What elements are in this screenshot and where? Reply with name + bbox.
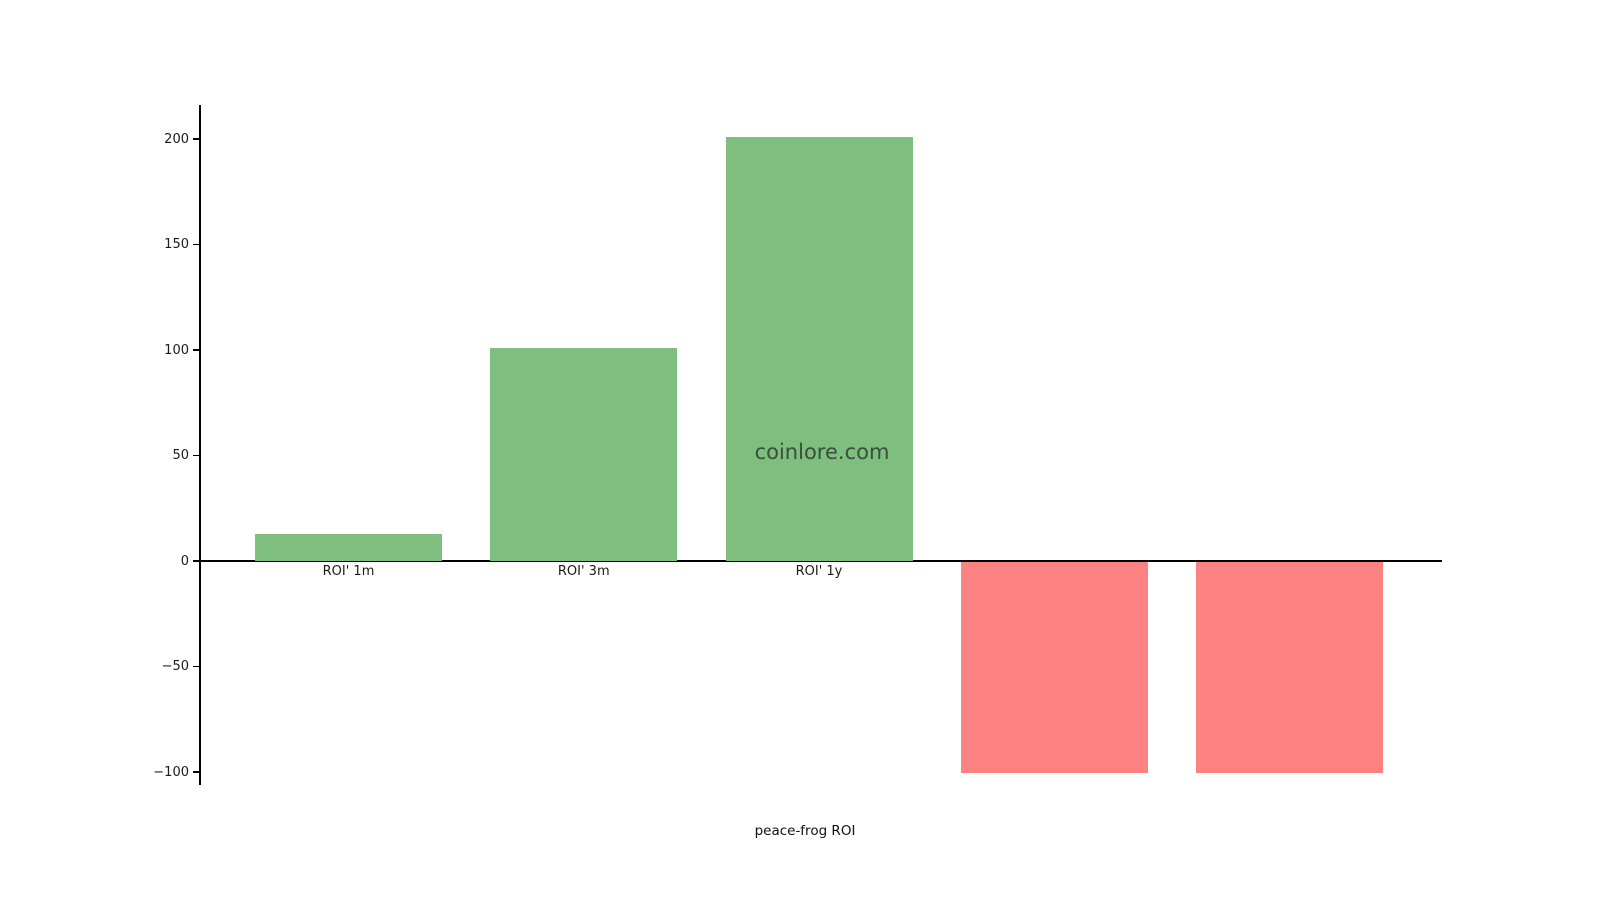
x-tick-label: ROI' 3m [557, 564, 610, 579]
y-tick-mark [193, 665, 200, 668]
watermark-text: coinlore.com [754, 440, 890, 464]
y-tick-mark [193, 771, 200, 773]
y-tick-mark [193, 138, 200, 140]
y-tick-mark [193, 454, 200, 457]
y-tick-label: −50 [161, 659, 189, 674]
y-tick-label: −100 [153, 764, 189, 780]
y-tick-label: 200 [164, 131, 189, 147]
bar-ROI' 1y [725, 136, 913, 561]
bar-ROI' 1m [255, 533, 442, 561]
y-tick-label: 100 [164, 342, 189, 358]
bar-neg-4 [1196, 562, 1383, 773]
y-tick-mark [193, 560, 200, 562]
y-tick-label: 150 [164, 237, 189, 252]
x-tick-label: ROI' 1y [795, 564, 843, 579]
y-axis-spine [199, 105, 201, 785]
y-tick-mark [193, 349, 200, 351]
x-tick-label: ROI' 1m [322, 564, 375, 579]
chart-title: peace-frog ROI [754, 823, 856, 839]
y-tick-label: 50 [172, 448, 189, 463]
y-tick-label: 0 [180, 553, 189, 569]
bar-ROI' 3m [490, 347, 678, 561]
bar-neg-3 [960, 562, 1148, 773]
y-tick-mark [193, 243, 200, 246]
